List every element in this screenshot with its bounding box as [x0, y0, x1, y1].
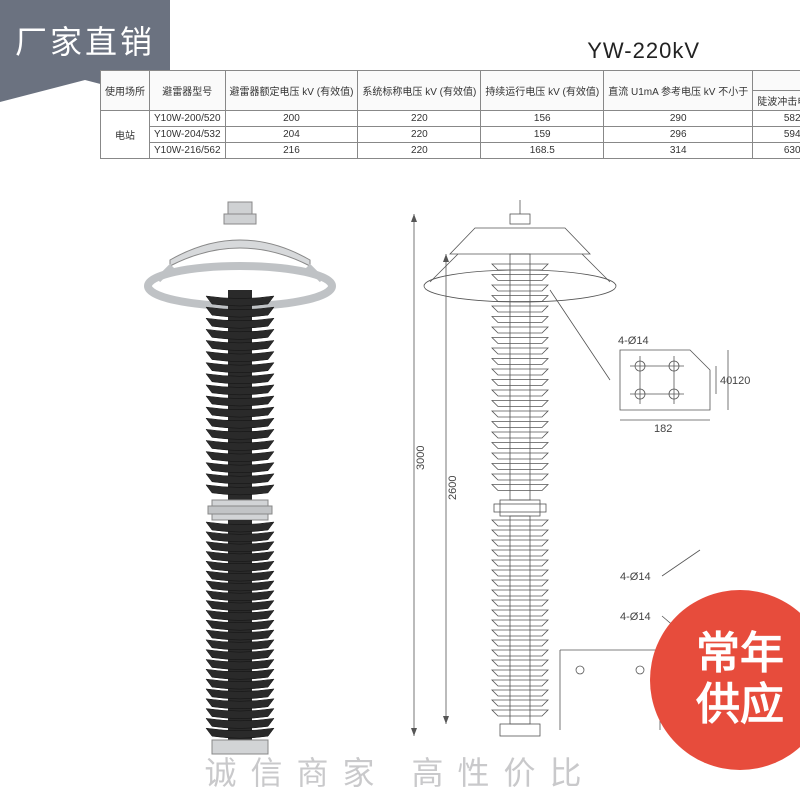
cell: 159 [481, 127, 604, 143]
col-steep: 陡波冲击电流下 [753, 91, 800, 111]
spec-table: 使用场所 避雷器型号 避雷器额定电压 kV (有效值) 系统标称电压 kV (有… [100, 70, 800, 159]
table-row: Y10W-204/532 204 220 159 296 594 532 452 [101, 127, 800, 143]
cell: 204 [225, 127, 358, 143]
base-hole-label-2: 4-Ø14 [620, 611, 651, 623]
hole-label: 4-Ø14 [618, 335, 649, 347]
cell: 290 [604, 111, 753, 127]
cell: 220 [358, 127, 481, 143]
cell: 582 [753, 111, 800, 127]
col-model: 避雷器型号 [150, 71, 226, 111]
dim-plate-width: 182 [654, 423, 672, 435]
product-photo-svg [120, 200, 360, 760]
cell: 220 [358, 143, 481, 159]
promo-badge-text: 厂家直销 [15, 17, 155, 63]
col-sys-v: 系统标称电压 kV (有效值) [358, 71, 481, 111]
cell: 168.5 [481, 143, 604, 159]
base-hole-label-1: 4-Ø14 [620, 571, 651, 583]
cell: Y10W-216/562 [150, 143, 226, 159]
col-rated-v: 避雷器额定电压 kV (有效值) [225, 71, 358, 111]
cell: 314 [604, 143, 753, 159]
page-root: { "badges": { "top_left": "厂家直销", "botto… [0, 0, 800, 800]
cell: Y10W-204/532 [150, 127, 226, 143]
spec-table-body: 电站 Y10W-200/520 200 220 156 290 582 520 … [101, 111, 800, 159]
cell: 156 [481, 111, 604, 127]
model-heading: YW-220kV [587, 38, 700, 64]
dim-overall-height: 3000 [415, 446, 427, 470]
col-dc-ref: 直流 U1mA 参考电压 kV 不小于 [604, 71, 753, 111]
cell: 630 [753, 143, 800, 159]
promo-badge-br-line1: 常年 [696, 629, 784, 680]
cell: 220 [358, 111, 481, 127]
dim-inner-height: 2600 [447, 476, 459, 500]
dim-plate-height: 120 [732, 375, 750, 387]
cell: Y10W-200/520 [150, 111, 226, 127]
promo-badge-br-line2: 供应 [696, 680, 784, 731]
terminal-plate-detail: 4-Ø14 40 120 182 [550, 290, 750, 435]
spec-table-head: 使用场所 避雷器型号 避雷器额定电压 kV (有效值) 系统标称电压 kV (有… [101, 71, 800, 111]
dim-v-pitch: 40 [720, 375, 732, 387]
model-heading-text: YW-220kV [587, 38, 700, 63]
col-cov: 持续运行电压 kV (有效值) [481, 71, 604, 111]
cell: 296 [604, 127, 753, 143]
cell: 200 [225, 111, 358, 127]
col-use-place: 使用场所 [101, 71, 150, 111]
promo-badge-top-left: 厂家直销 [0, 0, 170, 80]
table-row: 电站 Y10W-200/520 200 220 156 290 582 520 … [101, 111, 800, 127]
product-photo [120, 200, 360, 760]
cell: 216 [225, 143, 358, 159]
table-row: Y10W-216/562 216 220 168.5 314 630 562 4… [101, 143, 800, 159]
cell-use-place: 电站 [101, 111, 150, 159]
watermark-text: 诚信商家 高性价比 [0, 748, 800, 794]
col-residual-group: 最大残压(kV)(峰值) [753, 71, 800, 91]
spec-table-header-row-1: 使用场所 避雷器型号 避雷器额定电压 kV (有效值) 系统标称电压 kV (有… [101, 71, 800, 91]
cell: 594 [753, 127, 800, 143]
